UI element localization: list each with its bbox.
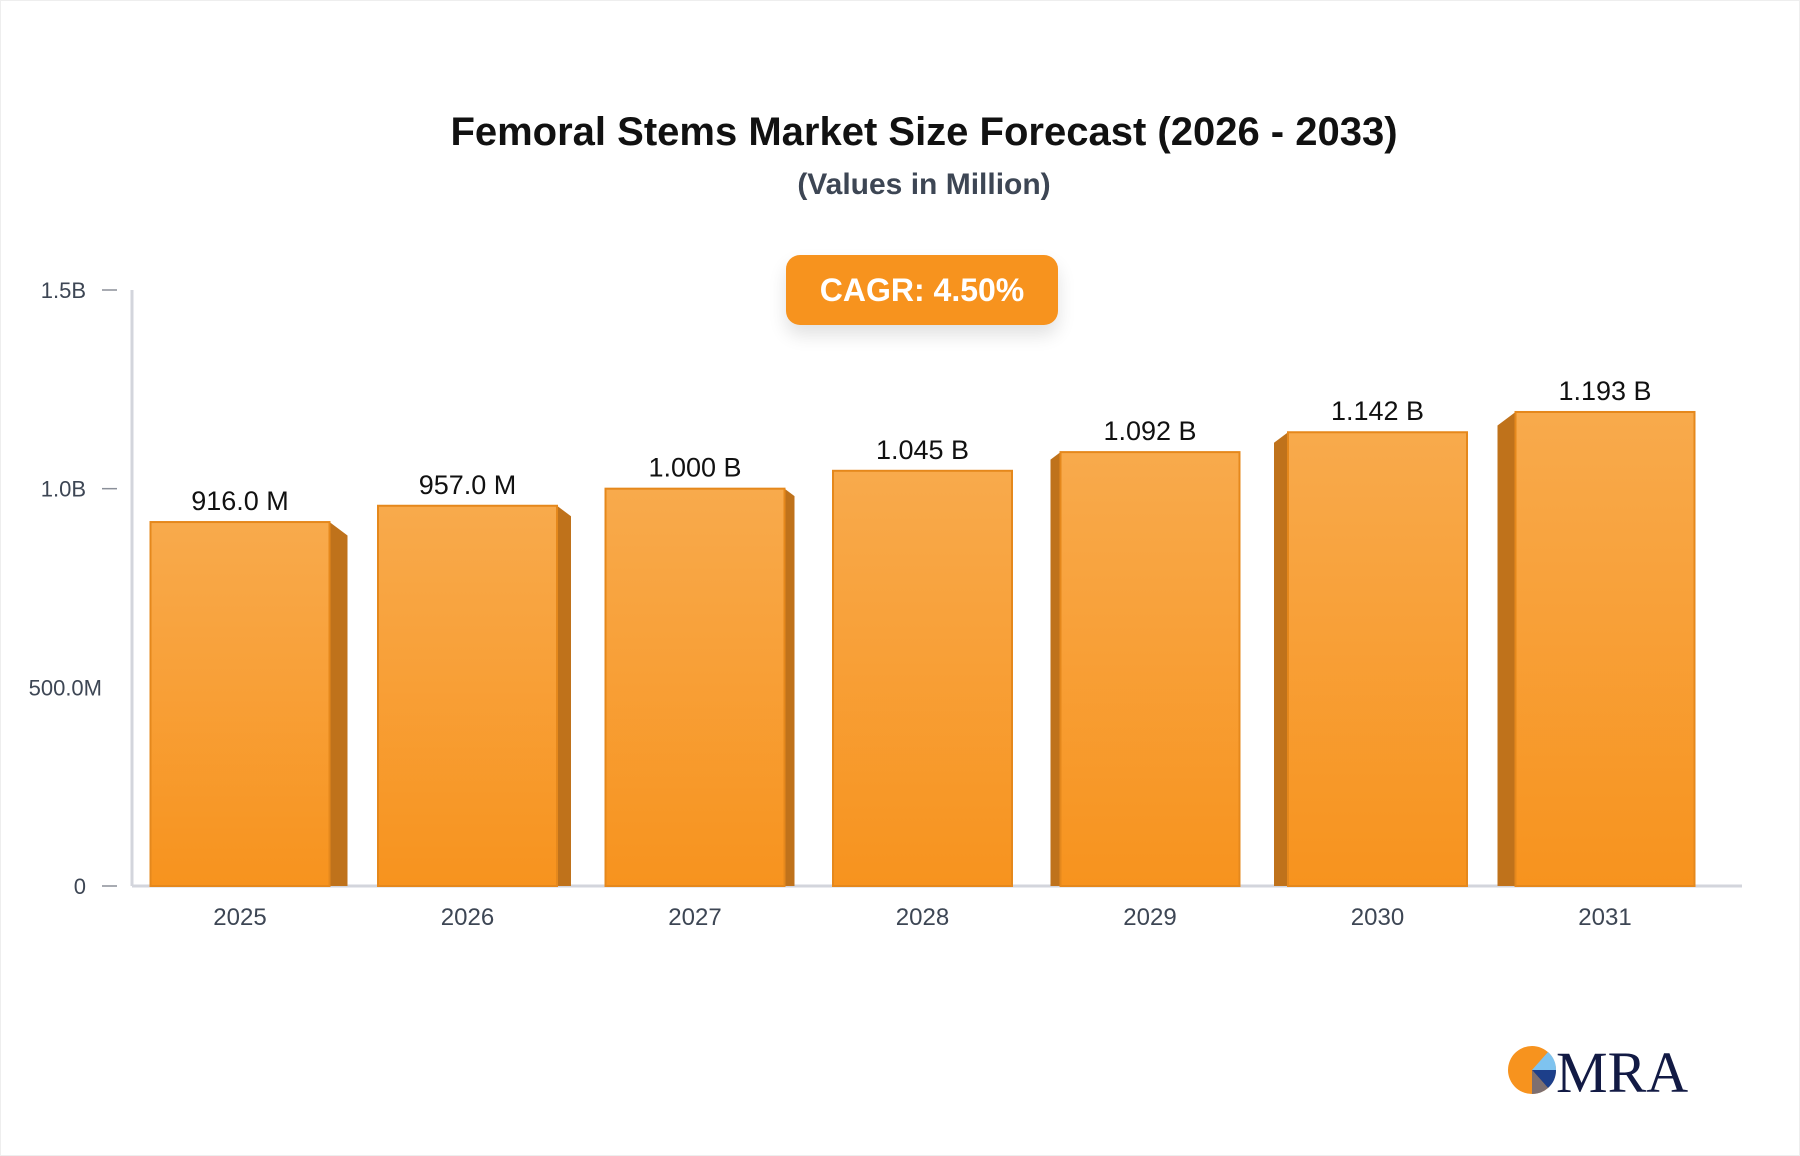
bar-value-label: 916.0 M xyxy=(191,486,289,516)
y-tick-label: 1.5B xyxy=(41,278,86,303)
bar-group: 1.193 B 2031 xyxy=(1497,376,1696,931)
chart-title: Femoral Stems Market Size Forecast (2026… xyxy=(450,110,1398,154)
bar-side xyxy=(1050,452,1061,886)
bar-value-label: 1.142 B xyxy=(1331,396,1424,426)
y-tick-label: 1.0B xyxy=(41,477,86,502)
x-tick-label: 2029 xyxy=(1123,904,1176,931)
bar-side xyxy=(784,488,795,886)
bar xyxy=(1514,410,1696,887)
svg-text:MRA: MRA xyxy=(1556,1040,1688,1100)
bar-value-label: 1.000 B xyxy=(648,453,741,483)
x-tick-label: 2031 xyxy=(1578,904,1631,931)
bar xyxy=(1059,451,1241,887)
bar-value-label: 1.045 B xyxy=(876,435,969,465)
bar-group: 1.045 B 2028 xyxy=(832,435,1013,931)
bar-group: 1.142 B 2030 xyxy=(1274,396,1468,931)
x-tick-label: 2026 xyxy=(441,904,494,931)
bar-side xyxy=(1274,432,1288,886)
bar-side xyxy=(329,522,348,886)
bar-group: 957.0 M 2026 xyxy=(377,470,571,931)
x-tick-label: 2030 xyxy=(1351,904,1404,931)
bar-value-label: 957.0 M xyxy=(419,470,517,500)
y-tick-label: 0 xyxy=(74,874,86,899)
chart-subtitle: (Values in Million) xyxy=(797,168,1051,201)
bar xyxy=(604,487,786,887)
x-tick-label: 2028 xyxy=(896,904,949,931)
bar xyxy=(1287,431,1468,887)
bar-value-label: 1.193 B xyxy=(1558,376,1651,406)
bar-side xyxy=(1497,411,1516,886)
bar-group: 1.000 B 2027 xyxy=(604,453,795,931)
bar-side xyxy=(557,505,571,886)
bar xyxy=(149,521,331,887)
x-tick-label: 2027 xyxy=(668,904,721,931)
bar-group: 916.0 M 2025 xyxy=(149,486,348,931)
x-tick-label: 2025 xyxy=(213,904,266,931)
bar xyxy=(377,504,558,887)
cagr-badge: CAGR: 4.50% xyxy=(786,255,1058,325)
y-tick-label: 500.0M xyxy=(29,675,102,700)
mra-logo: MRA xyxy=(1504,1040,1694,1100)
bar xyxy=(832,469,1013,887)
logo-pie-icon: MRA xyxy=(1508,1040,1688,1100)
bar-group: 1.092 B 2029 xyxy=(1050,416,1241,931)
bar-value-label: 1.092 B xyxy=(1103,416,1196,446)
